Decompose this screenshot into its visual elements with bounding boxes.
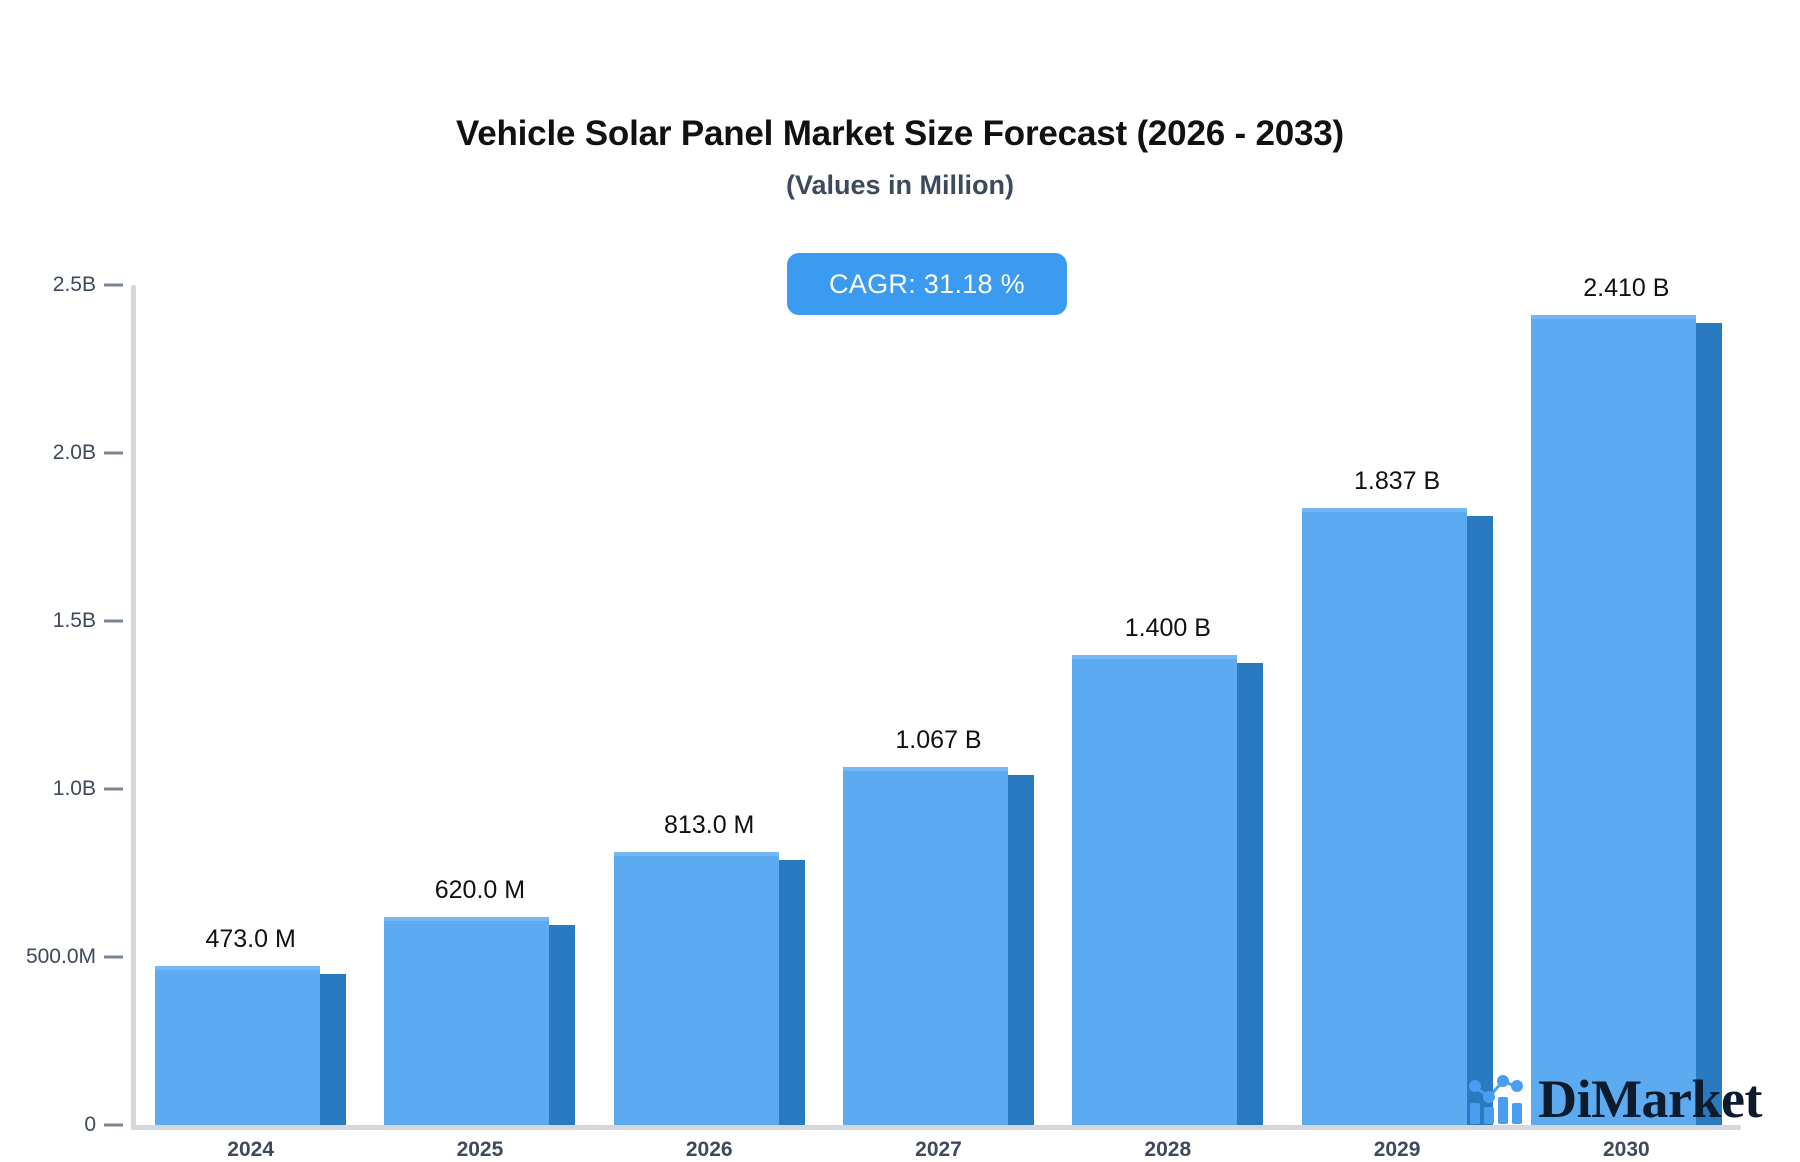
bar-value-label: 2.410 B	[1583, 274, 1670, 303]
bar-top-bevel	[1072, 654, 1238, 659]
bar-2029[interactable]: 1.837 B	[1301, 467, 1493, 1125]
bar-value-label: 620.0 M	[434, 875, 526, 904]
bar-front-face	[1530, 315, 1696, 1125]
bar-2027[interactable]: 1.067 B	[843, 726, 1034, 1125]
bar-depth-face	[549, 924, 576, 1125]
x-axis-tick-label: 2028	[1144, 1138, 1192, 1161]
bar-depth-face	[1466, 515, 1493, 1125]
bar-value-label: 1.067 B	[895, 725, 982, 754]
x-axis-tick-label: 2026	[685, 1138, 733, 1161]
y-axis-tick-label: 1.0B	[52, 777, 96, 800]
y-axis-tick-mark	[104, 451, 123, 455]
y-axis-tick-mark	[104, 955, 123, 959]
y-axis-tick-label: 2.0B	[52, 441, 96, 464]
y-axis-tick-label: 2.5B	[52, 273, 96, 296]
bar-front-face	[1301, 507, 1467, 1125]
bar-value-label: 1.837 B	[1353, 466, 1441, 495]
y-axis-tick-mark	[104, 1123, 123, 1127]
bar-depth-face	[1237, 662, 1264, 1125]
x-axis-tick-label: 2030	[1602, 1138, 1650, 1161]
chart-title: Vehicle Solar Panel Market Size Forecast…	[456, 114, 1344, 153]
bar-top-bevel	[613, 851, 779, 856]
bar-chart-line-icon	[1468, 1073, 1524, 1125]
bar-top-bevel	[843, 766, 1008, 771]
bar-front-face	[1072, 654, 1238, 1125]
chart-plot-area: 0 500.0M 1.0B 1.5B 2.0B 2.5B 473.0 M 620.0 M 81…	[0, 240, 1800, 1161]
bar-front-face	[843, 766, 1008, 1125]
x-axis-tick-label: 2027	[915, 1138, 962, 1161]
bar-value-label: 813.0 M	[664, 810, 755, 839]
bar-top-bevel	[1301, 507, 1467, 512]
bar-2026[interactable]: 813.0 M	[613, 811, 805, 1125]
x-axis-tick-label: 2024	[227, 1138, 274, 1161]
bar-front-face	[384, 916, 550, 1125]
bar-depth-face	[1695, 323, 1722, 1125]
bar-top-bevel	[155, 966, 321, 971]
bar-2030[interactable]: 2.410 B	[1530, 274, 1722, 1125]
chart-subtitle: (Values in Million)	[785, 170, 1015, 200]
bar-2028[interactable]: 1.400 B	[1072, 614, 1264, 1125]
bar-top-bevel	[384, 916, 550, 921]
y-axis-tick-mark	[104, 283, 123, 287]
x-axis-tick-label: 2029	[1373, 1138, 1421, 1161]
cagr-badge-label: CAGR: 31.18 %	[829, 268, 1025, 299]
brand-logo: DiMarket	[1468, 1072, 1762, 1126]
y-axis-tick-mark	[104, 619, 123, 623]
y-axis-tick-label: 0	[84, 1113, 96, 1136]
bar-depth-face	[320, 974, 347, 1125]
y-axis-tick-mark	[104, 787, 123, 791]
bar-depth-face	[778, 859, 805, 1125]
cagr-badge: CAGR: 31.18 %	[787, 253, 1067, 315]
bar-value-label: 473.0 M	[205, 925, 296, 954]
bar-2024[interactable]: 473.0 M	[155, 925, 347, 1125]
bar-2025[interactable]: 620.0 M	[384, 876, 576, 1125]
bar-depth-face	[1008, 774, 1034, 1125]
y-axis-tick-label: 500.0M	[25, 945, 96, 968]
bar-value-label: 1.400 B	[1124, 613, 1211, 642]
bar-front-face	[613, 851, 779, 1125]
x-axis-spine	[131, 1125, 1741, 1130]
y-axis-tick-label: 1.5B	[52, 609, 96, 632]
bar-front-face	[155, 966, 321, 1125]
bar-top-bevel	[1530, 315, 1696, 320]
x-axis-tick-label: 2025	[456, 1138, 504, 1161]
brand-logo-text: DiMarket	[1538, 1069, 1762, 1129]
y-axis-spine	[131, 285, 136, 1130]
bars-layer: 473.0 M 620.0 M 813.0 M 1.067 B 1.400 B 1.837…	[136, 240, 1741, 1130]
